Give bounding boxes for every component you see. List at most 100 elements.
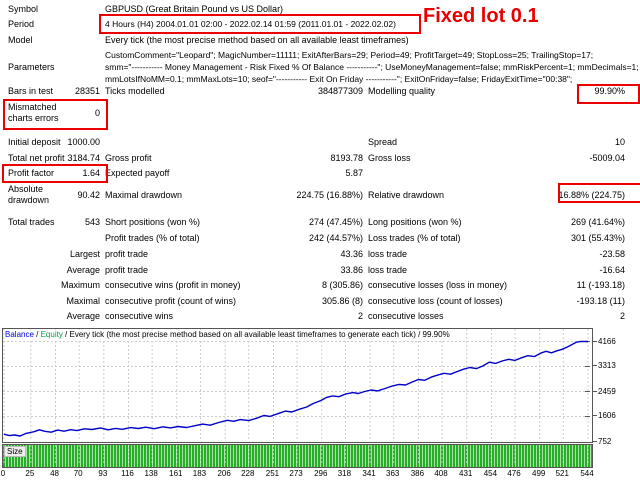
stat-label: profit trade bbox=[105, 265, 149, 275]
stat-label: profit trade bbox=[105, 249, 149, 259]
y-tick bbox=[592, 440, 597, 442]
stat-value: 1000.00 bbox=[67, 137, 100, 147]
y-tick bbox=[592, 365, 597, 367]
model-label: Model bbox=[8, 35, 33, 45]
stat-value: 274 (47.45%) bbox=[308, 217, 363, 227]
stat-label: Spread bbox=[368, 137, 398, 147]
stat-value: 33.86 bbox=[340, 265, 363, 275]
y-tick-label: 4166 bbox=[598, 336, 616, 346]
y-tick-label: 2459 bbox=[598, 386, 616, 396]
x-tick-label: 454 bbox=[483, 469, 498, 478]
stat-label: Long positions (won %) bbox=[368, 217, 462, 227]
lot-size-gridlines bbox=[3, 445, 589, 465]
y-tick bbox=[592, 390, 597, 392]
stat-label: Loss trades (% of total) bbox=[368, 233, 461, 243]
stat-label: Gross profit bbox=[105, 153, 152, 163]
stat-label: consecutive losses bbox=[368, 311, 444, 321]
x-tick-label: 206 bbox=[217, 469, 231, 478]
annotation-box-mismatched-errors bbox=[3, 99, 108, 130]
stat-value: 0 bbox=[94, 108, 100, 118]
x-tick-label: 116 bbox=[121, 469, 134, 478]
y-tick-label: 3313 bbox=[598, 361, 616, 371]
stat-label: Initial deposit bbox=[8, 137, 61, 147]
stat-label: Profit trades (% of total) bbox=[105, 233, 200, 243]
stat-value: -193.18 (11) bbox=[576, 296, 625, 306]
x-tick-label: 318 bbox=[337, 469, 352, 478]
stat-label: Maximal drawdown bbox=[105, 190, 183, 200]
x-tick-label: 0 bbox=[0, 469, 6, 478]
annotation-box-period bbox=[99, 14, 421, 34]
x-tick-label: 93 bbox=[98, 469, 108, 478]
annotation-box-profit-factor bbox=[2, 164, 108, 183]
stat-value: 11 (-193.18) bbox=[576, 280, 625, 290]
stat-label: Modelling quality bbox=[368, 86, 436, 96]
stat-label: loss trade bbox=[368, 265, 408, 275]
legend-separator: / bbox=[33, 330, 41, 339]
x-tick-label: 183 bbox=[192, 469, 207, 478]
stat-value: 43.36 bbox=[340, 249, 363, 259]
period-label: Period bbox=[8, 19, 35, 29]
balance-line bbox=[3, 340, 588, 437]
stat-value: Maximum bbox=[60, 280, 100, 290]
parameters-line-1: CustomComment="Leopard"; MagicNumber=111… bbox=[105, 50, 594, 60]
y-tick-label: 1606 bbox=[598, 411, 616, 421]
stat-value: 3184.74 bbox=[67, 153, 100, 163]
stat-value: 384877309 bbox=[317, 86, 363, 96]
stat-value: 2 bbox=[619, 311, 625, 321]
stat-label: Mismatched charts errors bbox=[8, 102, 59, 123]
size-label: Size bbox=[4, 446, 26, 457]
y-tick bbox=[592, 415, 597, 417]
x-tick-label: 341 bbox=[362, 469, 376, 478]
stat-label: consecutive profit (count of wins) bbox=[105, 296, 237, 306]
x-tick-label: 386 bbox=[410, 469, 425, 478]
legend-balance: Balance bbox=[5, 330, 34, 339]
stat-value: 224.75 (16.88%) bbox=[296, 190, 363, 200]
y-tick-label: 752 bbox=[598, 436, 612, 446]
stat-label: Relative drawdown bbox=[368, 190, 445, 200]
stat-value: 99.90% bbox=[594, 86, 625, 96]
stat-value: 543 bbox=[84, 217, 100, 227]
y-tick bbox=[592, 340, 597, 342]
x-tick-label: 476 bbox=[507, 469, 521, 478]
period-value: 4 Hours (H4) 2004.01.01 02:00 - 2022.02.… bbox=[105, 19, 396, 29]
stat-value: 8 (305.86) bbox=[321, 280, 363, 290]
stat-label: consecutive wins bbox=[105, 311, 174, 321]
stat-value: 90.42 bbox=[77, 190, 100, 200]
stat-value: Largest bbox=[69, 249, 100, 259]
x-tick-label: 544 bbox=[580, 469, 594, 478]
stat-label: consecutive losses (loss in money) bbox=[368, 280, 508, 290]
stat-label: Ticks modelled bbox=[105, 86, 165, 96]
stat-value: 305.86 (8) bbox=[321, 296, 363, 306]
x-tick-label: 25 bbox=[25, 469, 35, 478]
balance-curve-chart bbox=[3, 329, 590, 440]
lot-size-panel: Size bbox=[2, 444, 593, 468]
stat-label: Total net profit bbox=[8, 153, 65, 163]
x-tick-label: 431 bbox=[459, 469, 473, 478]
stat-value: 8193.78 bbox=[330, 153, 363, 163]
symbol-label: Symbol bbox=[8, 4, 39, 14]
model-value: Every tick (the most precise method base… bbox=[105, 35, 409, 45]
stat-value: Maximal bbox=[66, 296, 100, 306]
stat-value: 1.64 bbox=[82, 168, 100, 178]
x-tick-label: 363 bbox=[386, 469, 400, 478]
stat-label: Bars in test bbox=[8, 86, 54, 96]
stat-label: Total trades bbox=[8, 217, 55, 227]
fixed-lot-annotation: Fixed lot 0.1 bbox=[423, 5, 539, 27]
stat-value: 242 (44.57%) bbox=[308, 233, 363, 243]
stat-value: Average bbox=[66, 311, 100, 321]
stat-label: loss trade bbox=[368, 249, 408, 259]
x-tick-label: 521 bbox=[555, 469, 569, 478]
x-tick-label: 251 bbox=[265, 469, 280, 478]
stat-value: 269 (41.64%) bbox=[570, 217, 625, 227]
parameters-label: Parameters bbox=[8, 62, 55, 72]
stat-label: Short positions (won %) bbox=[105, 217, 201, 227]
stat-value: 28351 bbox=[74, 86, 100, 96]
stat-label: Absolute drawdown bbox=[8, 184, 50, 205]
x-tick-label: 408 bbox=[434, 469, 448, 478]
stat-label: consecutive loss (count of losses) bbox=[368, 296, 503, 306]
stat-label: Gross loss bbox=[368, 153, 411, 163]
stat-value: 2 bbox=[357, 311, 363, 321]
stat-value: -23.58 bbox=[599, 249, 625, 259]
symbol-value: GBPUSD (Great Britain Pound vs US Dollar… bbox=[105, 4, 284, 14]
